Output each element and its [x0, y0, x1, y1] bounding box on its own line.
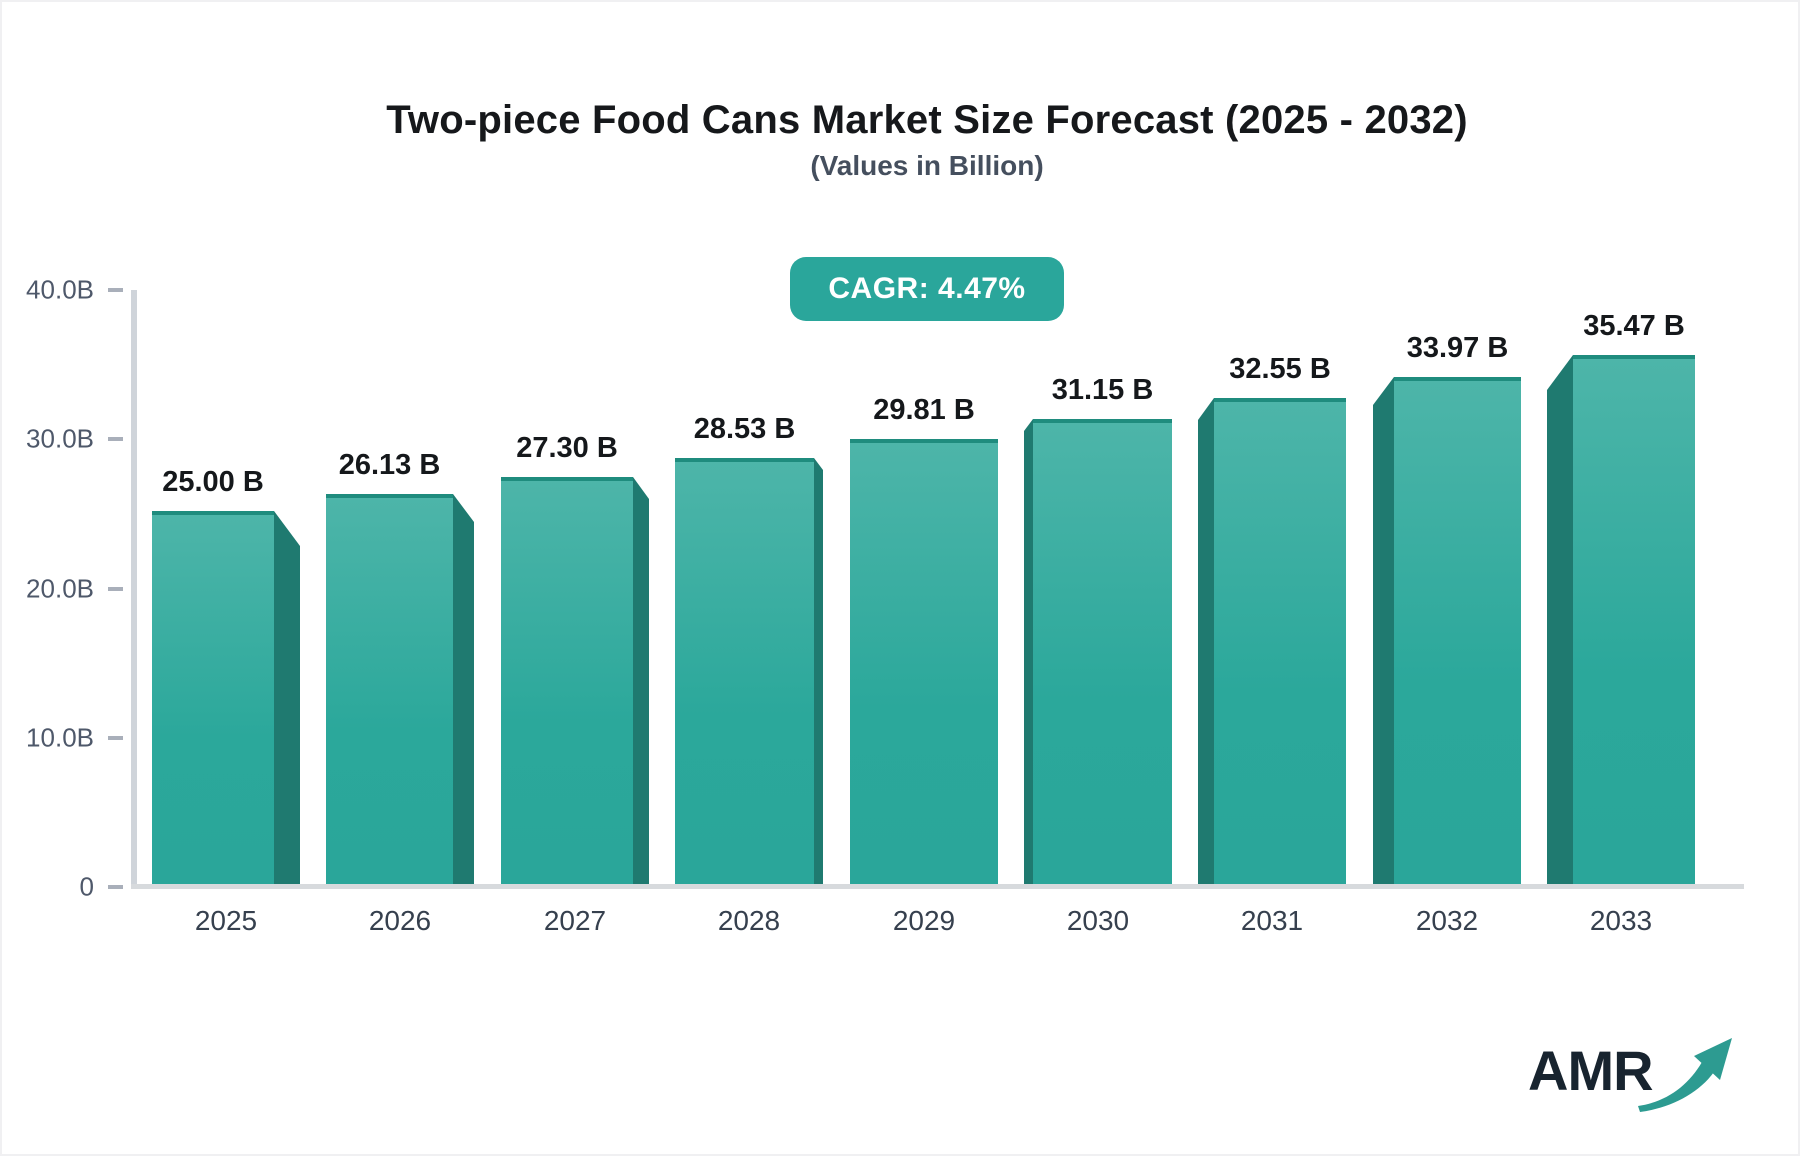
x-axis-baseline — [131, 884, 1744, 889]
x-axis-label: 2030 — [1066, 905, 1130, 936]
bar-face — [326, 494, 453, 884]
amr-logo-text: AMR — [1528, 1039, 1654, 1102]
y-tick-mark — [108, 735, 123, 740]
bar-group: 32.55 B — [1198, 2, 1346, 884]
y-tick-label: 40.0B — [26, 274, 94, 305]
y-tick-label: 20.0B — [26, 573, 94, 603]
bar-side-face — [633, 477, 649, 884]
bar-face — [1573, 355, 1695, 884]
bar-face — [1394, 377, 1521, 884]
bar-value-label: 27.30 B — [516, 432, 618, 464]
x-axis-label: 2026 — [368, 905, 432, 936]
bar-face — [1214, 398, 1346, 884]
bar-group: 28.53 B — [675, 2, 823, 884]
y-tick-label: 0 — [79, 871, 94, 902]
bar-face — [675, 458, 814, 884]
bar-value-label: 25.00 B — [162, 466, 264, 498]
bar-side-face — [1373, 377, 1394, 884]
bar-side-face — [453, 494, 474, 884]
y-tick-mark — [108, 885, 123, 889]
bar-group: 31.15 B — [1024, 2, 1172, 884]
x-axis-label: 2032 — [1415, 905, 1479, 936]
bar-plot-area: 25.00 B 26.13 B 27.30 B 28.53 B 29.81 B 31.15… — [152, 2, 1695, 884]
cagr-badge-row: CAGR: 4.47% — [122, 257, 1732, 321]
bar-face — [850, 439, 998, 884]
chart-title: Two-piece Food Cans Market Size Forecast… — [386, 98, 1468, 142]
x-axis-label: 2033 — [1589, 905, 1653, 936]
y-tick-mark — [108, 586, 123, 591]
bar-value-label: 29.81 B — [873, 394, 975, 426]
bar-value-label: 28.53 B — [693, 413, 796, 445]
cagr-badge: CAGR: 4.47% — [790, 257, 1064, 321]
amr-logo: AMR — [1528, 1038, 1732, 1128]
bar-group: 33.97 B — [1373, 2, 1521, 884]
bar-group: 25.00 B — [152, 2, 300, 884]
bar-side-face — [1547, 355, 1573, 884]
bar-group: 35.47 B — [1547, 2, 1695, 884]
x-axis-label: 2025 — [194, 905, 258, 936]
bar-side-face — [1024, 419, 1033, 884]
y-tick-mark — [108, 437, 123, 442]
bar-side-face — [814, 458, 823, 884]
bar-group: 26.13 B — [326, 2, 474, 884]
x-axis-label: 2027 — [543, 905, 607, 936]
bar-value-label: 32.55 B — [1229, 353, 1331, 385]
bar-side-face — [1198, 398, 1214, 884]
chart-subtitle: (Values in Billion) — [810, 150, 1044, 181]
bar-value-label: 31.15 B — [1051, 374, 1154, 406]
bar-value-label: 35.47 B — [1583, 310, 1685, 342]
x-axis-label: 2028 — [717, 905, 781, 936]
bar-group: 27.30 B — [501, 2, 649, 884]
x-axis-label: 2029 — [892, 905, 956, 936]
y-axis-line — [131, 290, 137, 886]
bar-value-label: 26.13 B — [338, 449, 441, 481]
bar-value-label: 33.97 B — [1406, 332, 1509, 364]
bar-group: 29.81 B — [850, 2, 998, 884]
bar-side-face — [274, 511, 300, 884]
y-tick-label: 30.0B — [26, 423, 94, 454]
bar-face — [1033, 419, 1172, 884]
bar-face — [501, 477, 633, 884]
y-tick-mark — [108, 288, 123, 292]
y-tick-label: 10.0B — [26, 722, 94, 753]
x-axis-label: 2031 — [1240, 905, 1304, 936]
growth-arrow-icon — [1638, 1038, 1732, 1112]
bar-face — [152, 511, 274, 884]
